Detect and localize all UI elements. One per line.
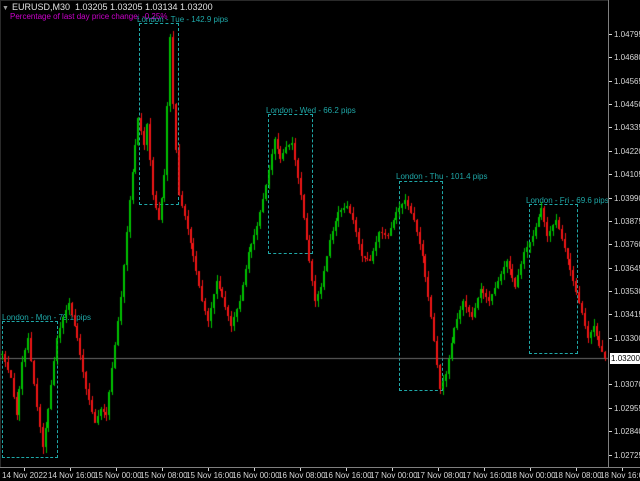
time-label: 17 Nov 16:00 <box>462 471 510 480</box>
price-label: 1.03875 <box>614 217 640 226</box>
time-tick <box>70 468 71 471</box>
ohlc-values: 1.03205 1.03205 1.03134 1.03200 <box>74 2 213 12</box>
price-tick <box>609 314 612 315</box>
price-tick <box>609 104 612 105</box>
time-tick <box>622 468 623 471</box>
price-axis[interactable]: 1.03200 1.04795 1.04680 1.04565 1.04450 1.04… <box>608 0 640 467</box>
time-tick <box>162 468 163 471</box>
price-label: 1.03990 <box>614 194 640 203</box>
price-tick <box>609 408 612 409</box>
price-tick <box>609 198 612 199</box>
price-tick <box>609 431 612 432</box>
time-tick <box>116 468 117 471</box>
price-label: 1.03530 <box>614 287 640 296</box>
price-tick <box>609 57 612 58</box>
time-label: 16 Nov 16:00 <box>324 471 372 480</box>
time-tick <box>346 468 347 471</box>
time-label: 16 Nov 08:00 <box>278 471 326 480</box>
time-tick <box>24 468 25 471</box>
price-label: 1.02840 <box>614 427 640 436</box>
time-label: 18 Nov 16:00 <box>600 471 640 480</box>
price-tick <box>609 384 612 385</box>
time-tick <box>392 468 393 471</box>
price-tick <box>609 455 612 456</box>
price-label: 1.04220 <box>614 147 640 156</box>
time-label: 16 Nov 00:00 <box>232 471 280 480</box>
price-tick <box>609 151 612 152</box>
price-label: 1.04795 <box>614 30 640 39</box>
time-label: 15 Nov 00:00 <box>94 471 142 480</box>
price-tick <box>609 244 612 245</box>
price-label: 1.02725 <box>614 451 640 460</box>
price-tick <box>609 338 612 339</box>
price-label: 1.04565 <box>614 77 640 86</box>
time-tick <box>254 468 255 471</box>
chevron-down-icon[interactable]: ▼ <box>2 5 9 12</box>
time-tick <box>208 468 209 471</box>
indicator-label: Percentage of last day price change: -0.… <box>10 12 168 21</box>
price-label: 1.04335 <box>614 123 640 132</box>
candlestick-chart-canvas[interactable] <box>0 0 608 467</box>
time-label: 14 Nov 16:00 <box>48 471 96 480</box>
price-tick <box>609 34 612 35</box>
time-tick <box>300 468 301 471</box>
time-label: 15 Nov 08:00 <box>140 471 188 480</box>
price-tick <box>609 127 612 128</box>
time-tick <box>438 468 439 471</box>
price-label: 1.04450 <box>614 100 640 109</box>
time-label: 17 Nov 00:00 <box>370 471 418 480</box>
time-label: 18 Nov 08:00 <box>554 471 602 480</box>
price-label: 1.03645 <box>614 264 640 273</box>
price-label: 1.03300 <box>614 334 640 343</box>
time-tick <box>530 468 531 471</box>
time-label: 14 Nov 2022 <box>2 471 48 480</box>
price-tick <box>609 174 612 175</box>
time-label: 17 Nov 08:00 <box>416 471 464 480</box>
chart-title: ▼ EURUSD,M30 1.03205 1.03205 1.03134 1.032… <box>2 2 213 14</box>
price-tick <box>609 81 612 82</box>
time-label: 15 Nov 16:00 <box>186 471 234 480</box>
price-tick <box>609 291 612 292</box>
price-tick <box>609 268 612 269</box>
time-tick <box>576 468 577 471</box>
price-label: 1.04680 <box>614 53 640 62</box>
price-label: 1.03070 <box>614 380 640 389</box>
price-label: 1.03760 <box>614 240 640 249</box>
time-axis[interactable]: 14 Nov 2022 14 Nov 16:00 15 Nov 00:00 15 No… <box>0 467 640 481</box>
current-price-box: 1.03200 <box>610 353 640 364</box>
time-label: 18 Nov 00:00 <box>508 471 556 480</box>
symbol-timeframe-label: EURUSD,M30 <box>11 2 70 12</box>
price-tick <box>609 221 612 222</box>
price-label: 1.03415 <box>614 310 640 319</box>
price-label: 1.02955 <box>614 404 640 413</box>
price-label: 1.04105 <box>614 170 640 179</box>
time-tick <box>484 468 485 471</box>
